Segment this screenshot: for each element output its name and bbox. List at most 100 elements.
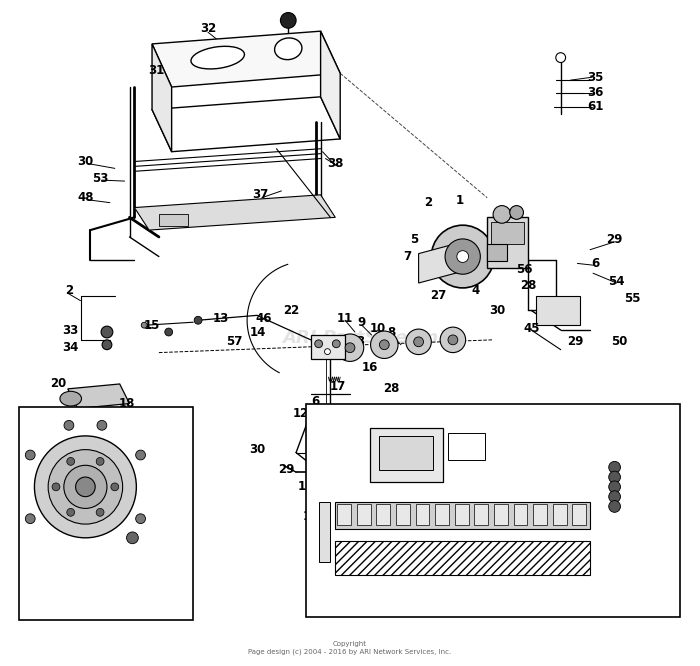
Circle shape bbox=[370, 331, 398, 358]
Text: 28: 28 bbox=[383, 382, 399, 396]
Bar bbox=[416, 503, 429, 525]
Text: 57: 57 bbox=[23, 443, 40, 456]
Text: 56: 56 bbox=[516, 263, 533, 276]
Circle shape bbox=[609, 491, 620, 503]
Text: 17: 17 bbox=[330, 380, 346, 394]
Text: 50: 50 bbox=[611, 335, 628, 348]
Text: 25: 25 bbox=[337, 537, 354, 550]
Text: 11: 11 bbox=[337, 312, 354, 325]
Text: 19: 19 bbox=[302, 509, 319, 523]
Text: 30: 30 bbox=[489, 304, 505, 317]
Text: 50: 50 bbox=[608, 544, 624, 557]
Text: 24: 24 bbox=[489, 414, 505, 427]
Circle shape bbox=[101, 326, 113, 338]
Circle shape bbox=[325, 349, 330, 354]
Text: 45: 45 bbox=[479, 527, 496, 540]
Text: 22: 22 bbox=[283, 304, 300, 317]
Text: 4: 4 bbox=[471, 284, 480, 297]
Text: 48: 48 bbox=[314, 441, 331, 454]
Circle shape bbox=[556, 53, 566, 63]
Text: 6: 6 bbox=[312, 395, 320, 408]
Text: 29: 29 bbox=[278, 463, 295, 476]
Text: 38: 38 bbox=[327, 157, 344, 170]
Bar bbox=[435, 503, 449, 525]
Bar bbox=[487, 217, 528, 268]
Text: 48: 48 bbox=[77, 191, 94, 204]
Text: 32: 32 bbox=[199, 22, 216, 35]
Circle shape bbox=[127, 532, 139, 543]
Bar bbox=[573, 503, 586, 525]
Polygon shape bbox=[68, 384, 130, 408]
Text: 29: 29 bbox=[606, 233, 623, 246]
Text: 31: 31 bbox=[148, 64, 164, 77]
Circle shape bbox=[25, 450, 35, 460]
Text: 52: 52 bbox=[536, 414, 552, 427]
Text: 52: 52 bbox=[479, 509, 496, 523]
Bar bbox=[536, 296, 580, 325]
Text: 58: 58 bbox=[144, 549, 160, 562]
Bar bbox=[514, 503, 527, 525]
Bar bbox=[377, 503, 390, 525]
Circle shape bbox=[609, 471, 620, 483]
Text: 26: 26 bbox=[76, 561, 92, 573]
Bar bbox=[396, 503, 410, 525]
Bar bbox=[475, 503, 488, 525]
Text: 3: 3 bbox=[356, 335, 364, 348]
Polygon shape bbox=[321, 31, 340, 139]
Circle shape bbox=[64, 420, 74, 430]
Text: 51: 51 bbox=[533, 432, 550, 444]
Circle shape bbox=[141, 322, 147, 328]
Text: 47: 47 bbox=[370, 521, 386, 535]
Bar bbox=[335, 541, 590, 575]
Bar bbox=[370, 428, 443, 482]
Circle shape bbox=[445, 239, 480, 274]
Text: 23: 23 bbox=[449, 432, 466, 444]
Text: 14: 14 bbox=[250, 326, 266, 338]
Text: 30: 30 bbox=[77, 155, 94, 168]
Circle shape bbox=[510, 206, 524, 219]
Text: Page design (c) 2004 - 2016 by ARI Network Services, Inc.: Page design (c) 2004 - 2016 by ARI Netwo… bbox=[248, 648, 452, 655]
Bar bbox=[494, 503, 508, 525]
Bar bbox=[491, 222, 524, 244]
Circle shape bbox=[136, 513, 146, 523]
Text: 45: 45 bbox=[479, 490, 496, 503]
Text: 36: 36 bbox=[587, 87, 603, 99]
Bar bbox=[337, 503, 351, 525]
Text: 1: 1 bbox=[456, 194, 464, 207]
Text: 14: 14 bbox=[57, 524, 74, 537]
Circle shape bbox=[66, 458, 75, 466]
Text: 27: 27 bbox=[430, 289, 447, 302]
Text: 33: 33 bbox=[62, 324, 79, 336]
Circle shape bbox=[66, 508, 75, 516]
Text: 40: 40 bbox=[20, 561, 36, 573]
Text: 29: 29 bbox=[567, 335, 584, 348]
Text: 5: 5 bbox=[410, 233, 418, 246]
Text: 35: 35 bbox=[587, 71, 603, 84]
Text: 7: 7 bbox=[402, 250, 411, 263]
Text: 58: 58 bbox=[126, 430, 143, 442]
Circle shape bbox=[336, 334, 364, 362]
Text: Copyright: Copyright bbox=[333, 641, 367, 647]
Circle shape bbox=[102, 340, 112, 350]
Circle shape bbox=[194, 316, 202, 324]
Circle shape bbox=[111, 483, 119, 491]
Text: 10: 10 bbox=[370, 322, 386, 334]
Text: 28: 28 bbox=[520, 280, 536, 292]
Circle shape bbox=[281, 13, 296, 28]
Circle shape bbox=[34, 436, 137, 538]
Text: 45: 45 bbox=[523, 322, 540, 334]
Text: 6: 6 bbox=[591, 257, 599, 270]
Circle shape bbox=[406, 329, 431, 354]
Text: 22: 22 bbox=[444, 412, 461, 425]
Bar bbox=[318, 501, 330, 562]
Circle shape bbox=[448, 335, 458, 345]
Bar bbox=[335, 501, 590, 529]
Text: 42: 42 bbox=[536, 451, 552, 464]
Text: ARI PartStream™: ARI PartStream™ bbox=[283, 329, 456, 347]
Text: 2: 2 bbox=[64, 284, 73, 297]
Circle shape bbox=[332, 340, 340, 348]
Polygon shape bbox=[419, 242, 463, 283]
Bar bbox=[455, 503, 468, 525]
Circle shape bbox=[96, 458, 104, 466]
Circle shape bbox=[609, 501, 620, 512]
